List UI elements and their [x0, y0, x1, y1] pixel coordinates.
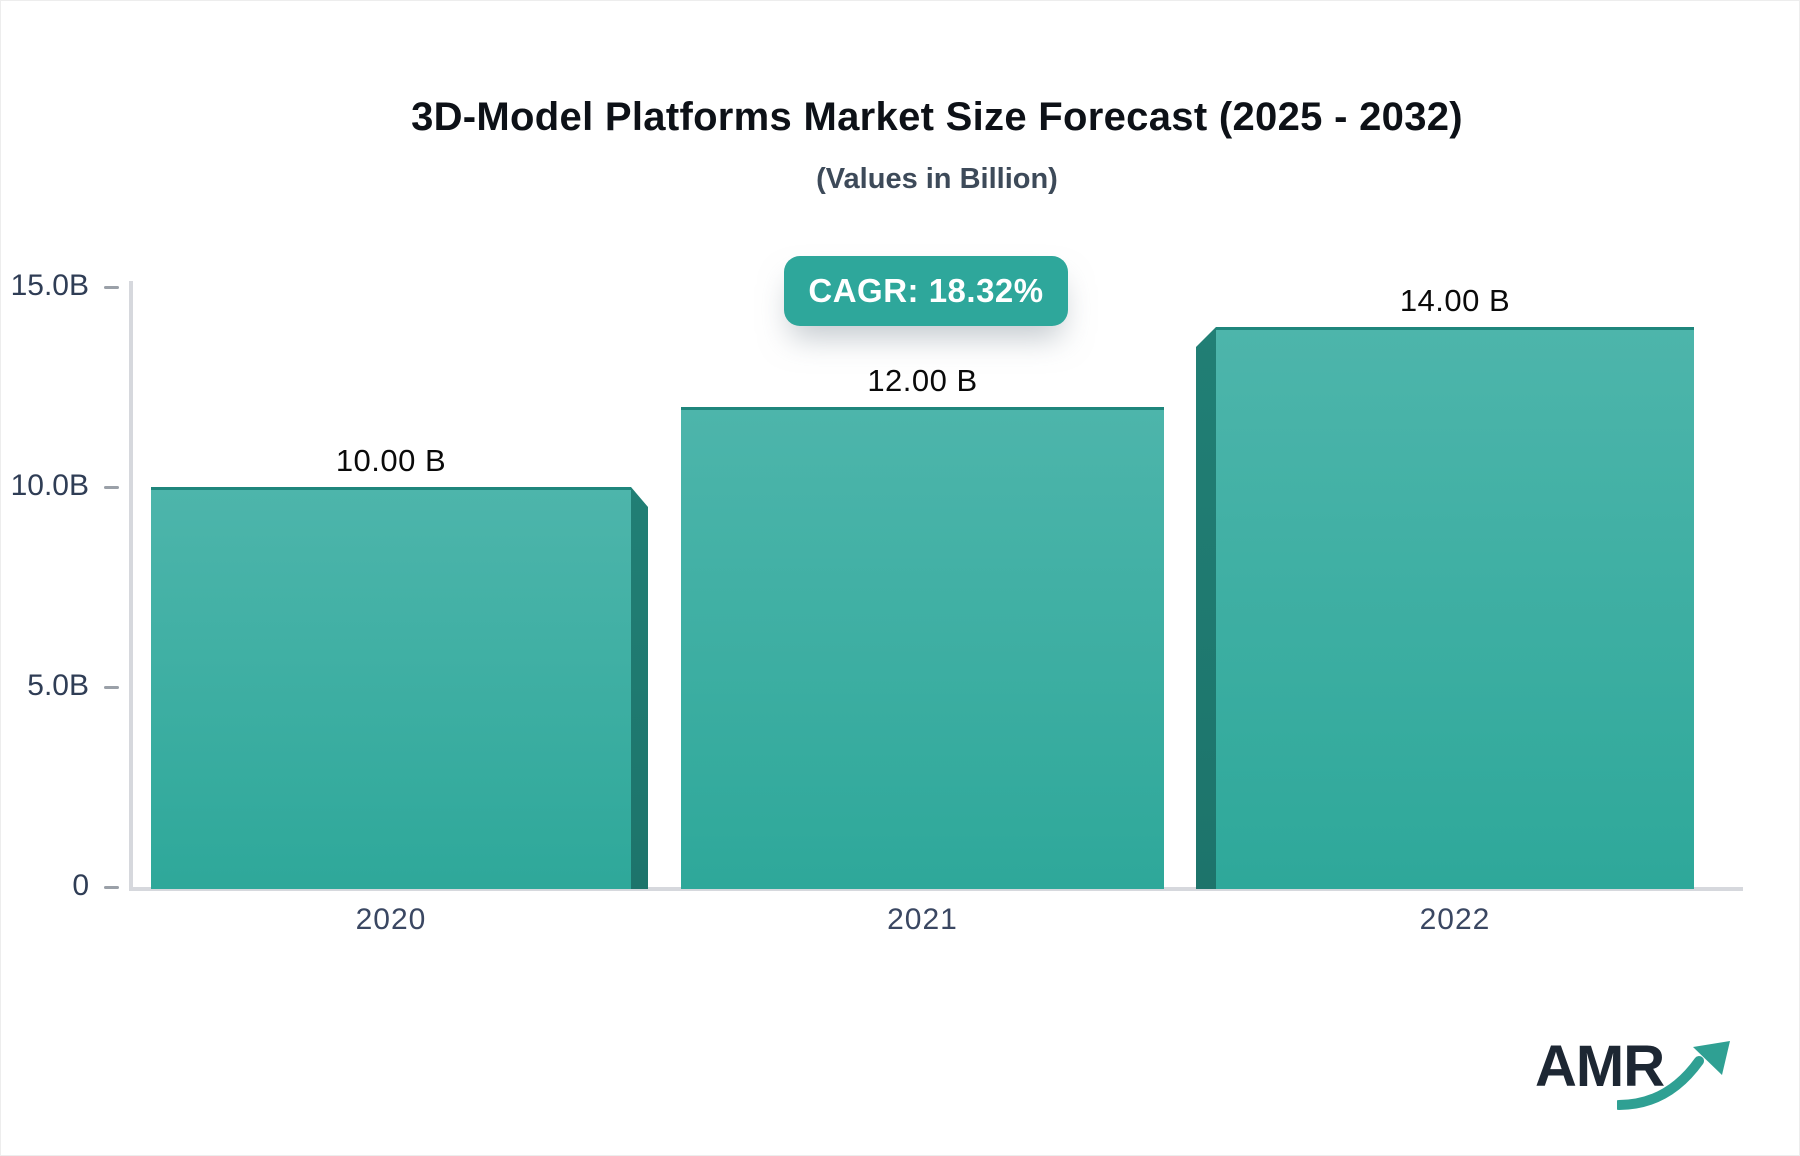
bar-3d-side-2020 [631, 487, 648, 889]
trending-up-arrow-icon [1617, 1041, 1730, 1110]
amr-logo-text: AMR [1535, 1034, 1665, 1099]
x-axis-line [129, 887, 1743, 891]
y-tick-label: 10.0B [10, 469, 89, 502]
y-tick-mark [104, 686, 119, 689]
bar-2020 [151, 487, 631, 889]
y-tick-label: 15.0B [10, 269, 89, 302]
y-tick-mark [104, 886, 119, 889]
y-tick-label: 5.0B [27, 669, 89, 702]
bar-value-label: 10.00 B [335, 443, 447, 478]
cagr-badge: CAGR: 18.32% [784, 256, 1068, 326]
y-tick-mark [104, 286, 119, 289]
x-axis-label-2020: 2020 [355, 903, 427, 936]
x-axis-label-2021: 2021 [887, 903, 958, 936]
chart-subtitle: (Values in Billion) [816, 163, 1058, 195]
bar-3d-side-2022 [1196, 327, 1216, 889]
x-axis-label-2022: 2022 [1419, 903, 1491, 936]
y-tick-label: 0 [72, 869, 89, 902]
bar-2021 [681, 407, 1164, 889]
y-tick-mark [104, 486, 119, 489]
bar-value-label: 14.00 B [1399, 283, 1511, 318]
bar-value-label: 12.00 B [867, 363, 978, 398]
amr-logo: AMR [1529, 1033, 1739, 1113]
y-axis-line [129, 281, 133, 891]
chart-title: 3D-Model Platforms Market Size Forecast … [411, 95, 1463, 139]
cagr-badge-label: CAGR: 18.32% [808, 272, 1044, 309]
bar-2022 [1216, 327, 1694, 889]
